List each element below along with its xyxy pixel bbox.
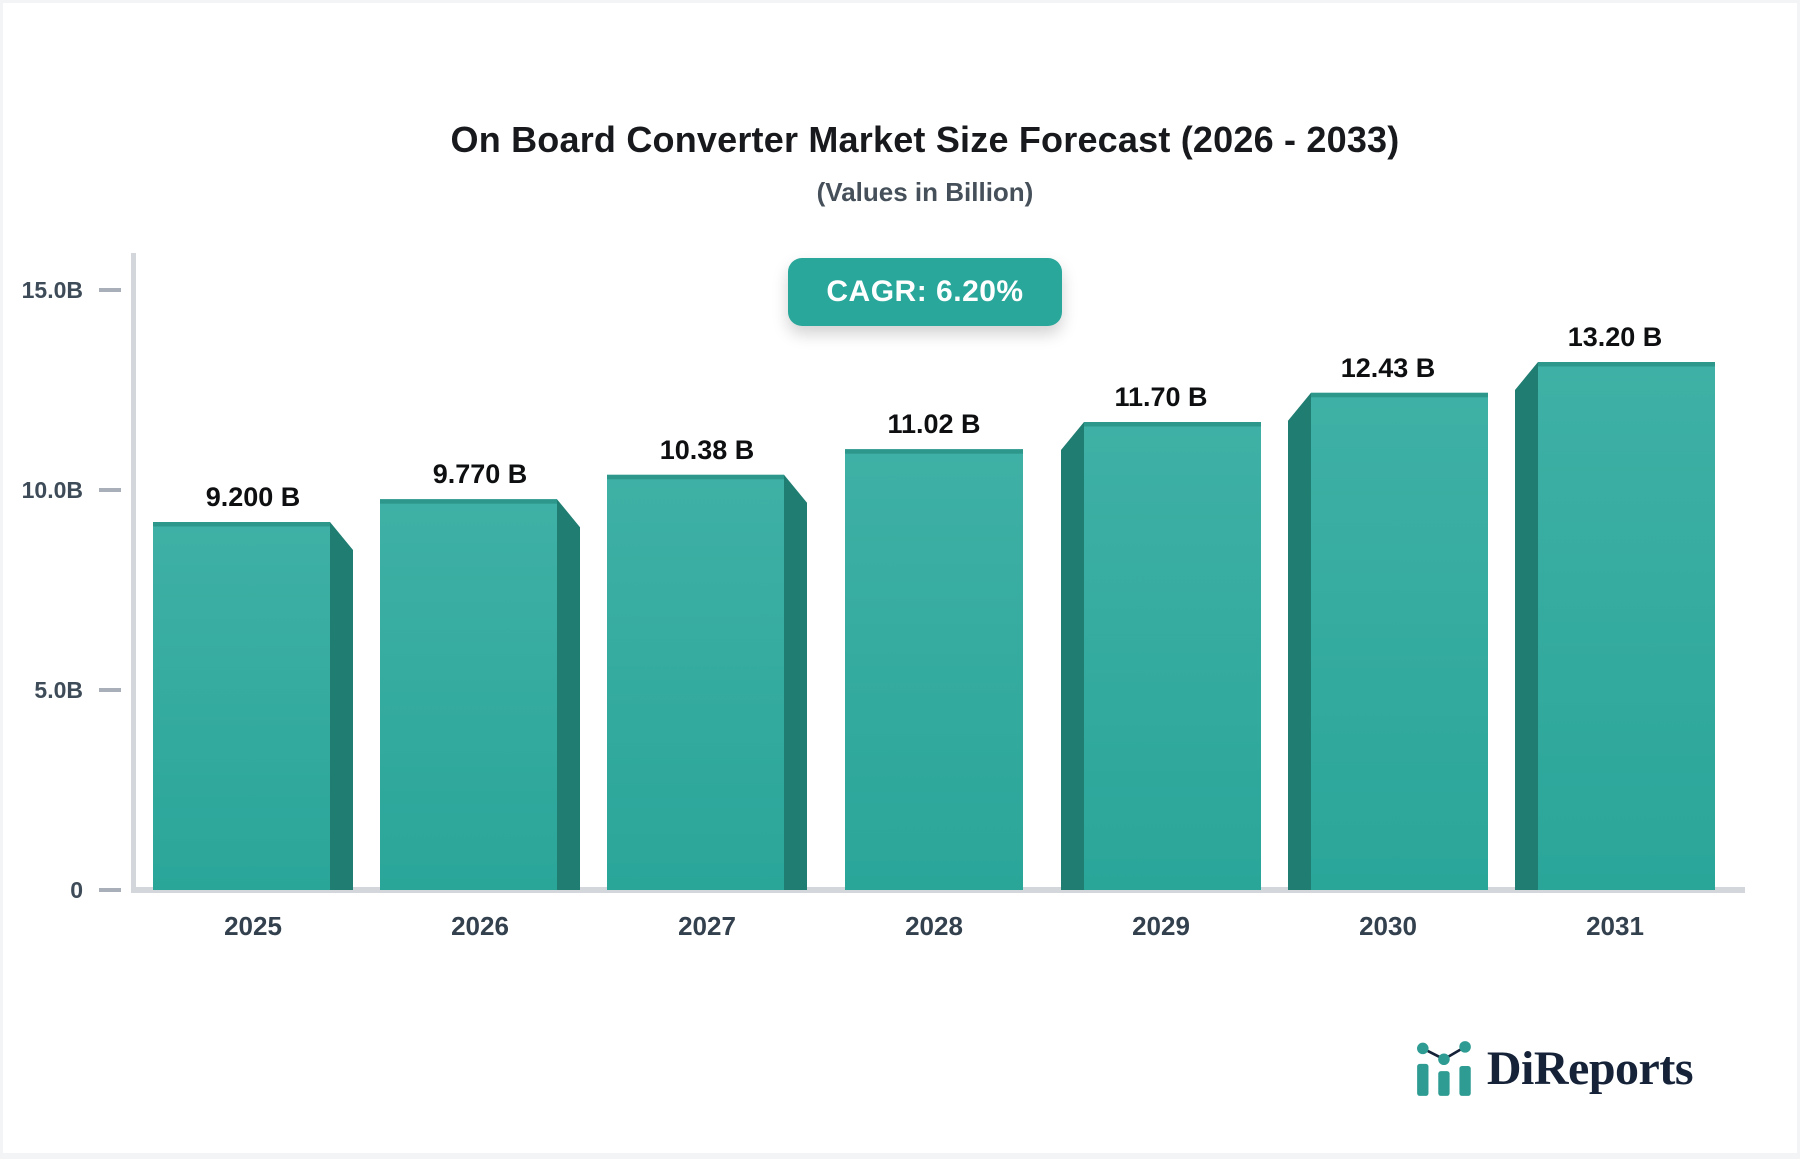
bar-2031 (1538, 362, 1715, 890)
y-axis-tick-label: 0 (70, 877, 83, 903)
bar-side-face (784, 475, 807, 890)
bar-top-edge (380, 499, 557, 504)
bar-value-label: 13.20 B (1568, 322, 1663, 352)
y-axis-tick-label: 10.0B (22, 477, 83, 503)
bar-side-face (557, 499, 580, 890)
x-axis-label: 2029 (1132, 911, 1190, 941)
bar-side-face (1288, 393, 1311, 890)
bar-top-edge (1084, 422, 1261, 427)
bar-value-label: 12.43 B (1341, 353, 1436, 383)
x-axis-label: 2030 (1359, 911, 1417, 941)
bar-2027 (607, 475, 784, 890)
x-axis-label: 2026 (451, 911, 509, 941)
bar-2029 (1084, 422, 1261, 890)
y-axis-tick-label: 15.0B (22, 277, 83, 303)
bar-top-edge (1538, 362, 1715, 367)
x-axis-label: 2025 (224, 911, 282, 941)
y-axis-tick (99, 888, 121, 892)
bar-2030 (1311, 393, 1488, 890)
bar-side-face (1515, 362, 1538, 890)
bar-top-edge (607, 475, 784, 480)
y-axis-tick-label: 5.0B (34, 677, 83, 703)
bar-top-edge (1311, 393, 1488, 398)
brand-logo: DiReports (1413, 1035, 1693, 1101)
bar-chart-logo-icon (1413, 1035, 1479, 1101)
bar-2025 (153, 522, 330, 890)
x-axis-label: 2031 (1586, 911, 1644, 941)
y-axis-tick (99, 488, 121, 492)
y-axis-line (131, 253, 136, 893)
bar-side-face (1061, 422, 1084, 890)
bar-value-label: 11.70 B (1114, 382, 1207, 412)
bar-value-label: 10.38 B (660, 435, 755, 465)
x-axis-label: 2027 (678, 911, 736, 941)
bar-side-face (330, 522, 353, 890)
bar-chart: 15.0B 10.0B 5.0B 0 9.200 B 2025 9.770 B 2026 10.… (3, 3, 1800, 1159)
brand-logo-text: DiReports (1487, 1041, 1693, 1096)
bar-2026 (380, 499, 557, 890)
bar-value-label: 9.200 B (206, 482, 301, 512)
bar-2028 (845, 449, 1023, 890)
x-axis-label: 2028 (905, 911, 963, 941)
y-axis-tick (99, 688, 121, 692)
bar-top-edge (153, 522, 330, 527)
bar-value-label: 9.770 B (433, 459, 528, 489)
bar-top-edge (845, 449, 1023, 454)
chart-card: On Board Converter Market Size Forecast … (3, 3, 1797, 1153)
bar-value-label: 11.02 B (887, 409, 980, 439)
y-axis-tick (99, 288, 121, 292)
